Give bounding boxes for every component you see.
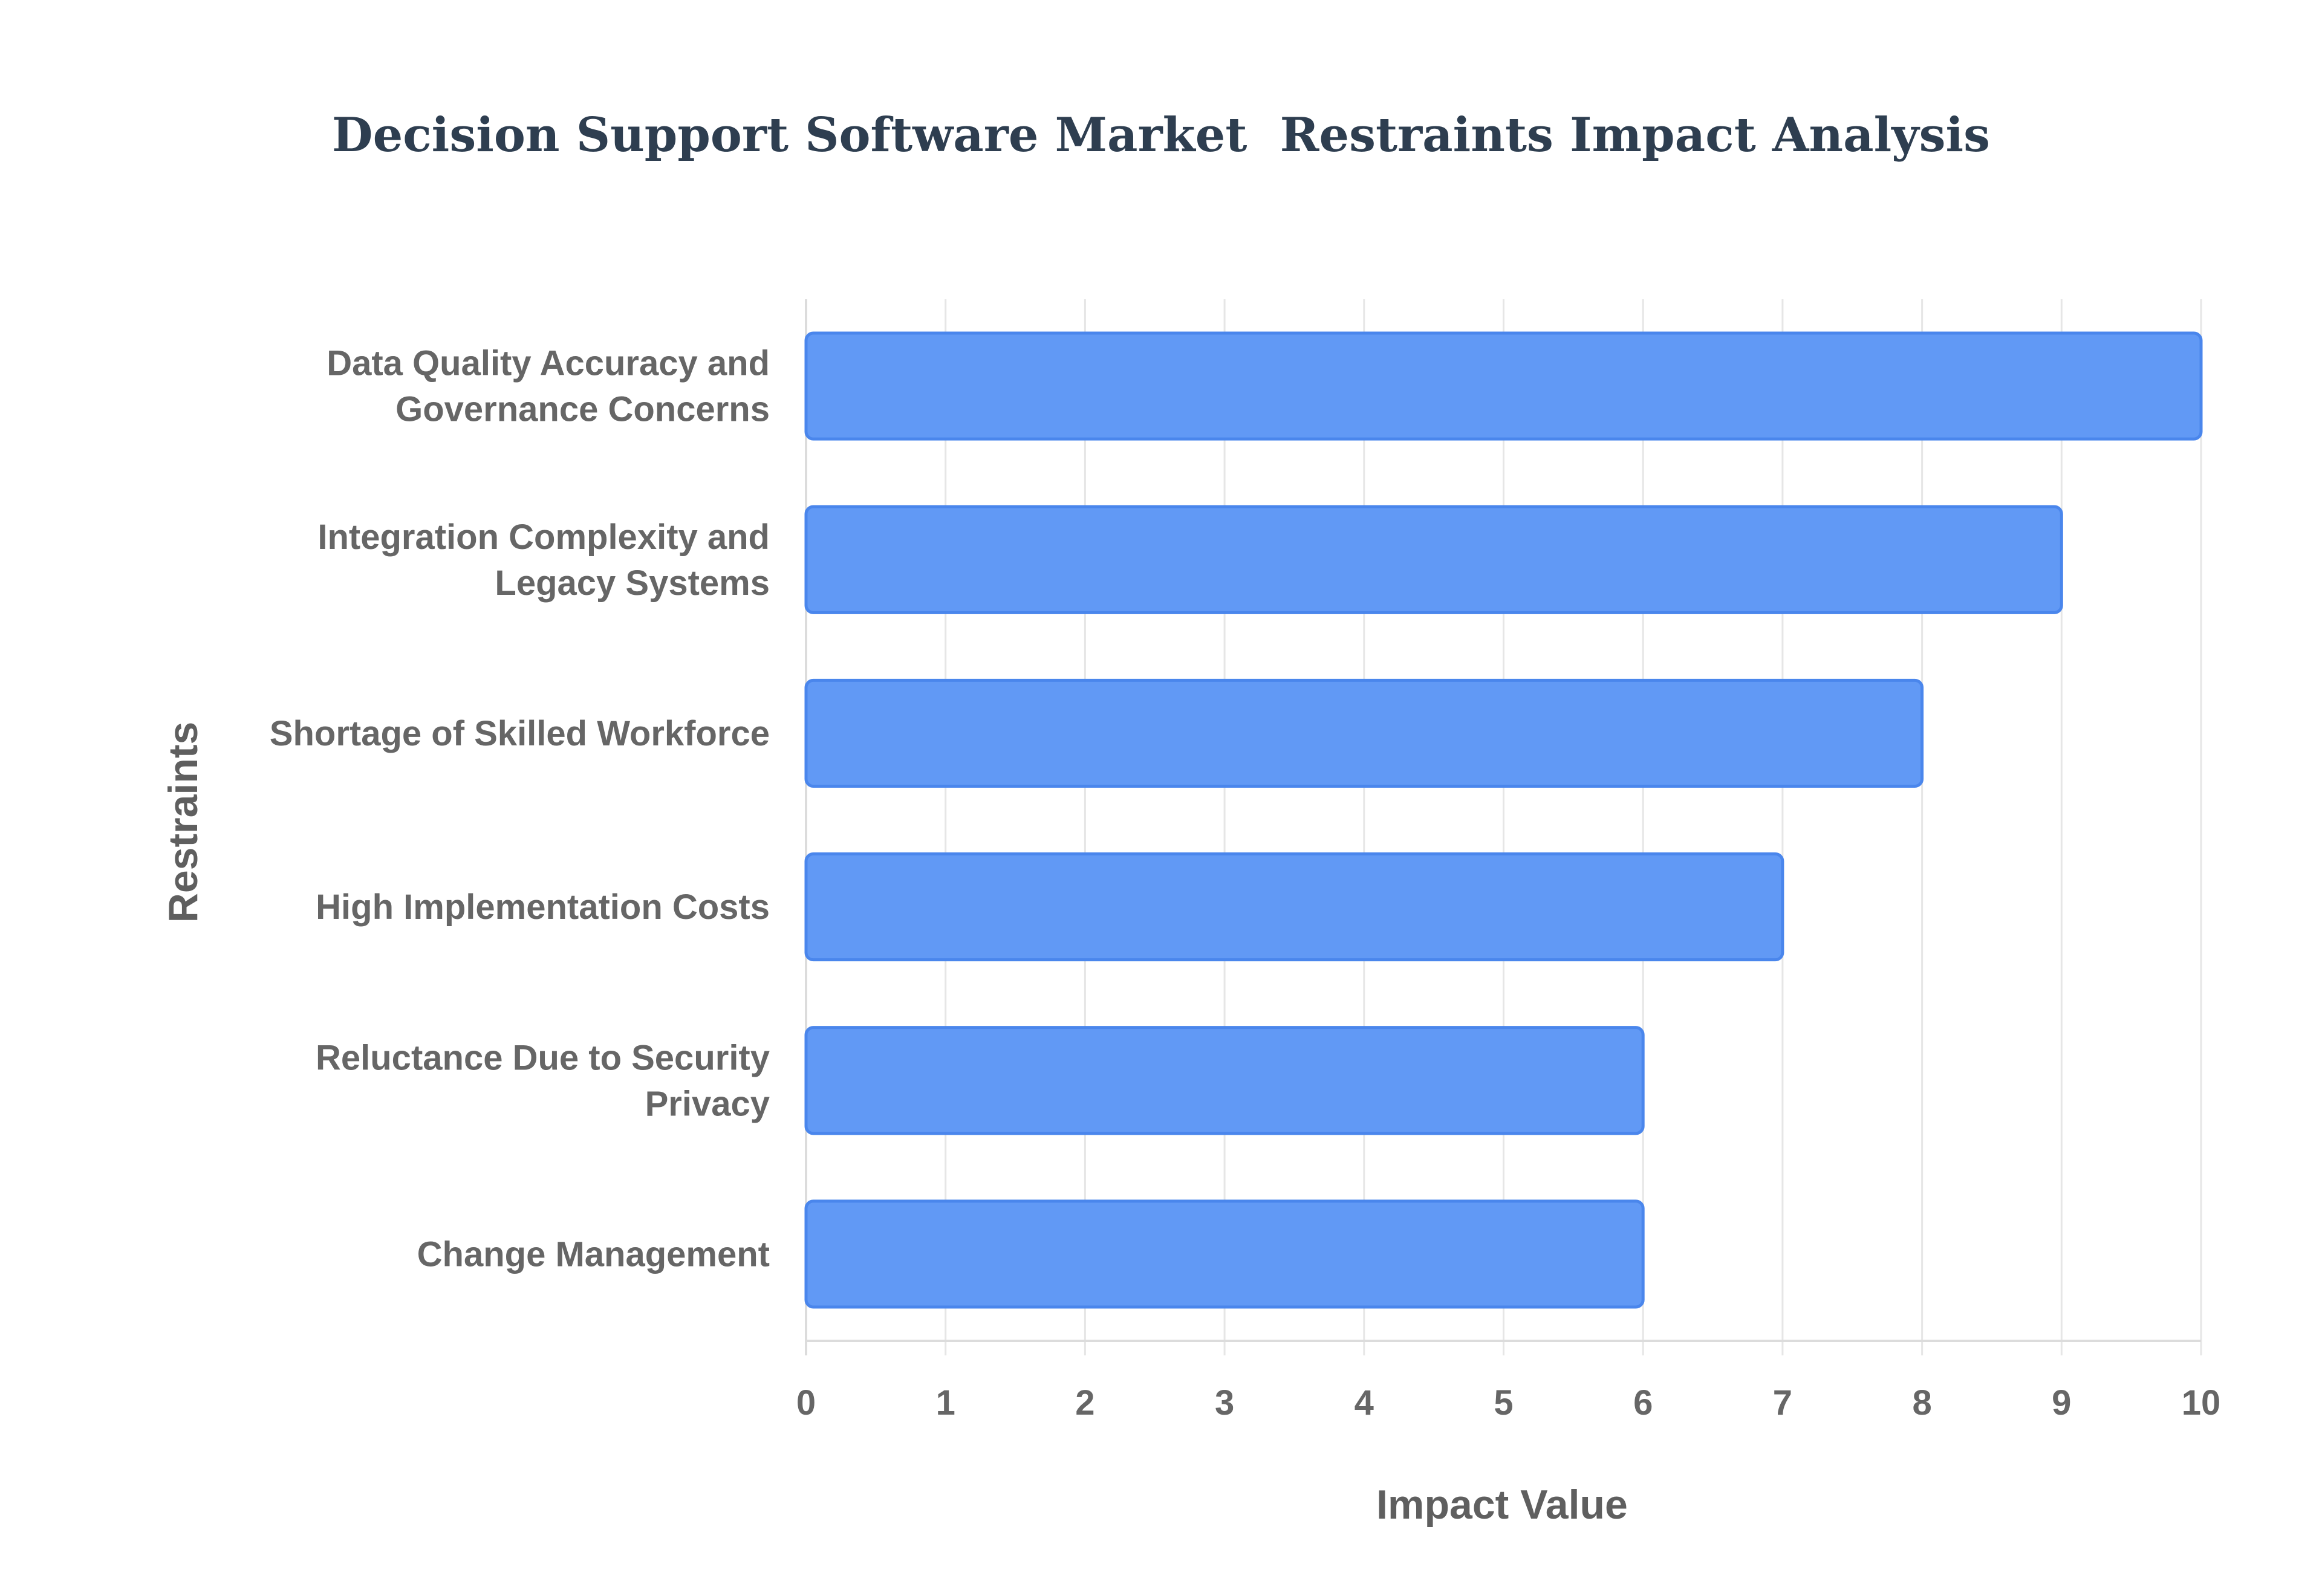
category-label-4: Reluctance Due to Security Privacy	[316, 1038, 770, 1123]
x-axis-tick-labels: 0 1 2 3 4 5 6 7 8 9 10	[796, 1383, 2220, 1422]
bar-4	[804, 1026, 1645, 1135]
bar-0	[804, 331, 2203, 441]
y-axis-tick-labels: Data Quality Accuracy and Governance Conc…	[270, 344, 770, 1274]
x-tick-label-10: 10	[2182, 1383, 2221, 1422]
x-tick-label-0: 0	[796, 1383, 816, 1422]
x-tick-label-4: 4	[1354, 1383, 1374, 1422]
category-label-2: Shortage of Skilled Workforce	[270, 714, 770, 753]
chart-title: Decision Support Software Market Restrai…	[332, 108, 1990, 163]
bar-5	[804, 1199, 1645, 1309]
x-tick-label-1: 1	[936, 1383, 955, 1422]
x-tick-label-6: 6	[1633, 1383, 1653, 1422]
x-tick-label-8: 8	[1912, 1383, 1931, 1422]
category-label-5: Change Management	[417, 1234, 770, 1274]
x-tick-label-7: 7	[1773, 1383, 1792, 1422]
bar-1	[804, 505, 2063, 614]
category-label-0: Data Quality Accuracy and Governance Conc…	[327, 344, 770, 429]
gridlines	[805, 299, 2202, 1355]
category-label-1: Integration Complexity and Legacy Systems	[317, 517, 770, 603]
y-axis-title: Restraints	[160, 722, 206, 923]
category-label-3: High Implementation Costs	[316, 887, 770, 927]
x-axis-title: Impact Value	[1376, 1482, 1628, 1528]
x-tick-label-5: 5	[1494, 1383, 1513, 1422]
x-tick-label-2: 2	[1075, 1383, 1094, 1422]
bar-3	[804, 852, 1784, 962]
bars	[804, 331, 2203, 1309]
bar-2	[804, 678, 1924, 788]
x-tick-label-3: 3	[1215, 1383, 1234, 1422]
x-tick-label-9: 9	[2052, 1383, 2071, 1422]
